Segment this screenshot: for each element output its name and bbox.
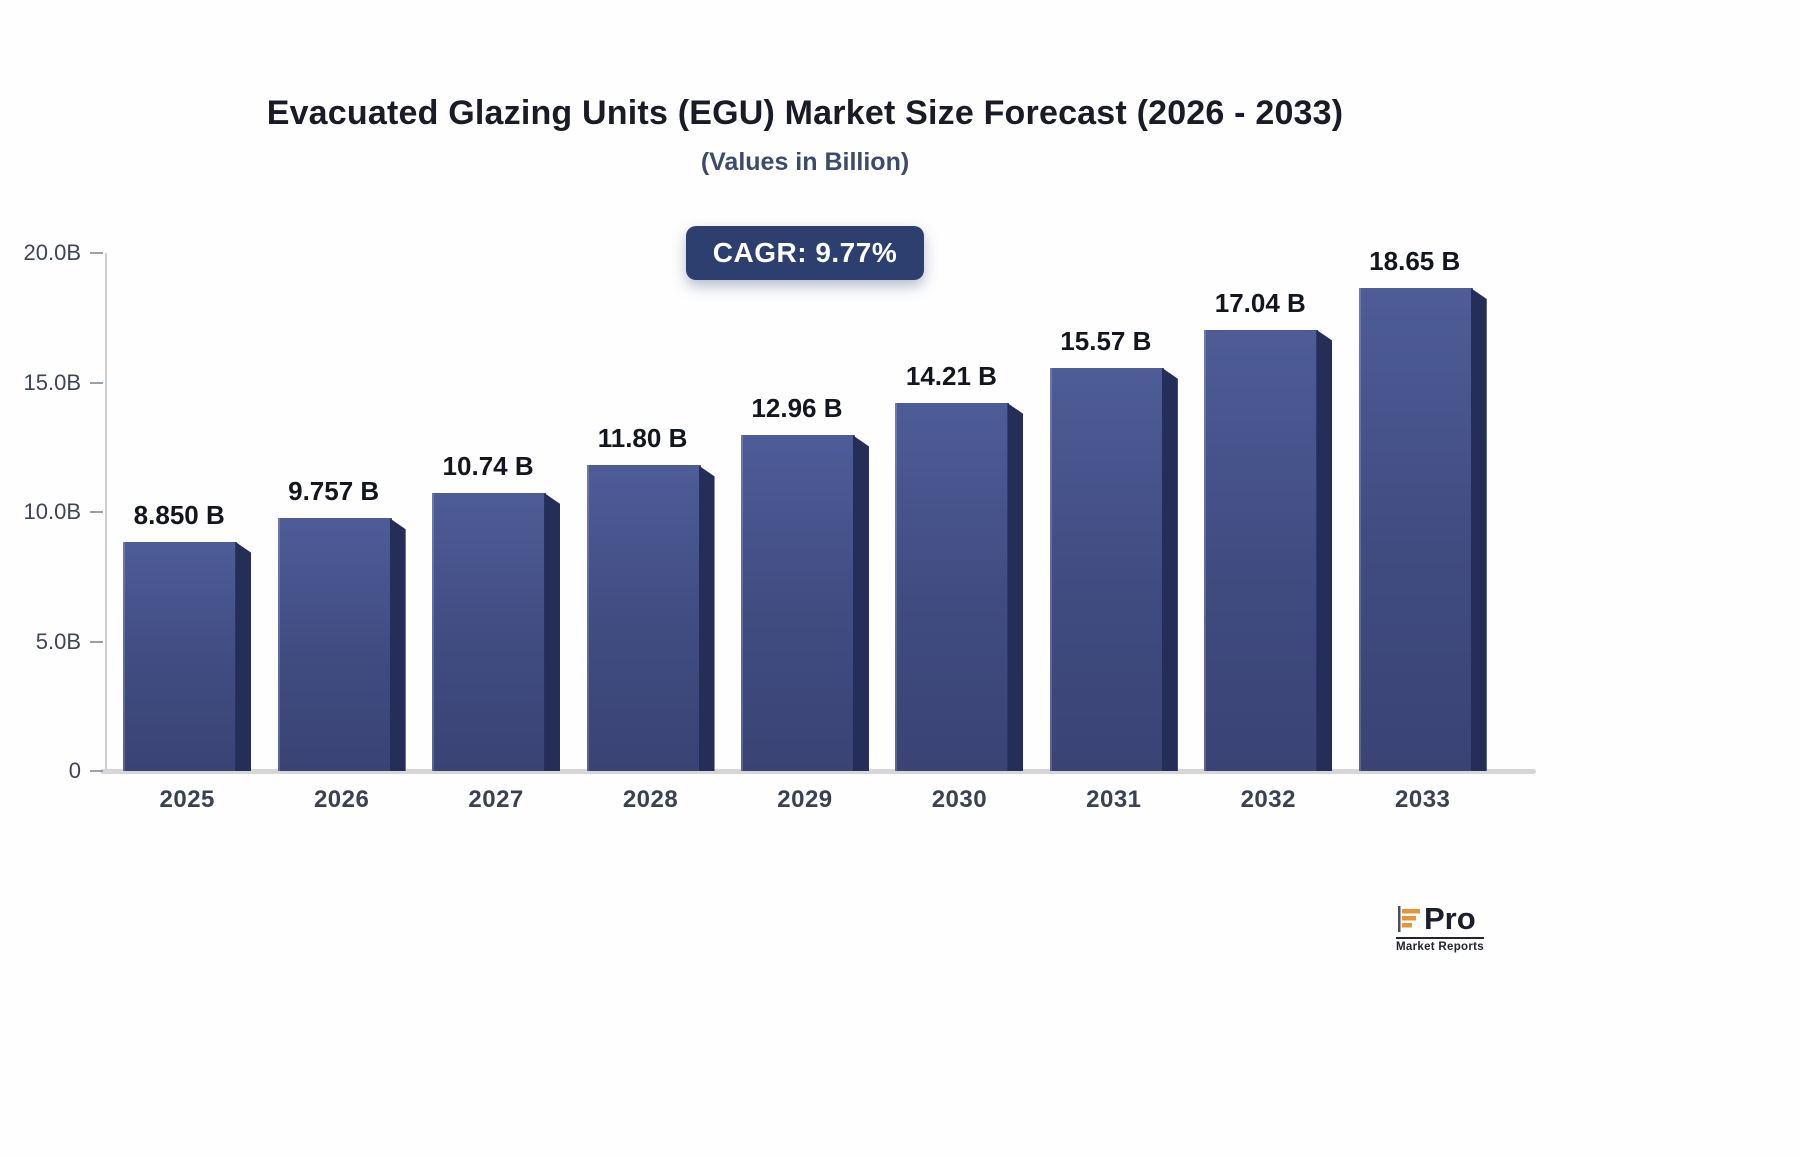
x-axis-line [100, 769, 1536, 774]
chart-subtitle: (Values in Billion) [700, 148, 910, 176]
bar-side-face [852, 435, 869, 771]
bar-2032: 17.04 B [1204, 288, 1333, 771]
bar-value-label: 8.850 B [133, 499, 225, 530]
bar-side-face [544, 492, 561, 771]
bar-value-label: 11.80 B [597, 423, 688, 454]
bar-slot: 9.757 B [264, 253, 418, 771]
x-axis-label: 2027 [468, 786, 524, 813]
y-axis-tick: 0 [0, 757, 103, 785]
bar-value-label: 10.74 B [442, 450, 534, 481]
bar-2031: 15.57 B [1049, 326, 1178, 771]
bar-2025: 8.850 B [123, 500, 252, 771]
bar-side-face [698, 465, 715, 771]
bar-side-face [235, 541, 252, 771]
cagr-badge-wrap: CAGR: 9.77% [0, 226, 1610, 280]
y-axis-tick-label: 0 [68, 758, 81, 783]
bar-value-label: 17.04 B [1214, 287, 1306, 318]
bar-value-label: 12.96 B [751, 393, 843, 424]
bar-2027: 10.74 B [432, 451, 561, 771]
logo-name: Pro [1424, 901, 1476, 936]
brand-logo: Pro Market Reports [1396, 903, 1566, 953]
bar-face [740, 435, 855, 771]
bar-side-face [389, 518, 406, 771]
bar-2033: 18.65 B [1358, 246, 1487, 771]
bar-slot: 15.57 B [1037, 253, 1191, 771]
bar-2029: 12.96 B [740, 393, 869, 771]
y-axis-tick-mark [90, 770, 103, 772]
y-axis-tick: 10.0B [0, 498, 103, 526]
bar-side-face [1470, 287, 1487, 771]
x-axis-label: 2028 [622, 786, 679, 813]
x-axis-labels: 2025 2026 2027 2028 2029 2030 2031 2032 2033 [110, 786, 1500, 814]
bar-slot: 12.96 B [728, 253, 882, 771]
x-axis-label: 2030 [931, 786, 988, 813]
x-axis-label: 2033 [1395, 786, 1451, 813]
y-axis-tick-label: 10.0B [23, 499, 82, 524]
bar-slot: 14.21 B [882, 253, 1036, 771]
bar-face [1358, 287, 1473, 771]
x-axis-label: 2026 [313, 786, 370, 813]
logo-tagline: Market Reports [1396, 937, 1484, 953]
bar-slot: 8.850 B [110, 253, 264, 771]
logo-bars-icon [1398, 906, 1420, 932]
bar-face [586, 465, 701, 771]
bar-slot: 10.74 B [419, 253, 573, 771]
bar-2026: 9.757 B [277, 476, 406, 771]
x-axis-label: 2032 [1240, 786, 1296, 813]
bar-side-face [1316, 329, 1333, 771]
y-axis-tick-label: 20.0B [23, 240, 82, 265]
bar-2028: 11.80 B [586, 423, 715, 771]
bar-face [1204, 329, 1319, 771]
bar-face [895, 402, 1010, 771]
chart-title: Evacuated Glazing Units (EGU) Market Siz… [266, 94, 1344, 132]
y-axis-tick: 20.0B [0, 239, 103, 267]
bar-slot: 11.80 B [573, 253, 727, 771]
bar-face [432, 492, 547, 771]
bar-face [1049, 367, 1164, 771]
bar-face [123, 541, 238, 771]
y-axis: 0 5.0B 10.0B 15.0B 20.0B [0, 240, 103, 783]
bar-side-face [1007, 402, 1024, 771]
bar-value-label: 15.57 B [1060, 325, 1152, 356]
x-axis-label: 2031 [1086, 786, 1142, 813]
bar-2030: 14.21 B [895, 361, 1024, 771]
y-axis-line [105, 253, 107, 772]
bar-value-label: 14.21 B [905, 360, 997, 391]
y-axis-tick-mark [90, 252, 103, 254]
bar-slot: 18.65 B [1346, 246, 1500, 771]
y-axis-tick-mark [90, 640, 103, 643]
y-axis-tick-label: 5.0B [35, 628, 81, 654]
bar-value-label: 9.757 B [288, 476, 380, 507]
y-axis-tick: 15.0B [0, 369, 103, 397]
x-axis-label: 2029 [777, 786, 833, 813]
bar-side-face [1161, 367, 1178, 771]
bar-face [277, 518, 392, 771]
y-axis-tick-label: 15.0B [23, 369, 82, 395]
bars-container: 8.850 B 9.757 B 10.74 B 11.80 B 12.96 B 14.21… [110, 246, 1500, 771]
y-axis-tick-mark [90, 511, 103, 513]
bar-slot: 17.04 B [1191, 253, 1345, 771]
cagr-badge: CAGR: 9.77% [685, 226, 925, 280]
bar-value-label: 18.65 B [1369, 245, 1461, 276]
x-axis-label: 2025 [159, 786, 215, 813]
y-axis-tick: 5.0B [0, 628, 103, 656]
logo-row: Pro [1396, 903, 1566, 934]
y-axis-tick-mark [90, 381, 103, 384]
